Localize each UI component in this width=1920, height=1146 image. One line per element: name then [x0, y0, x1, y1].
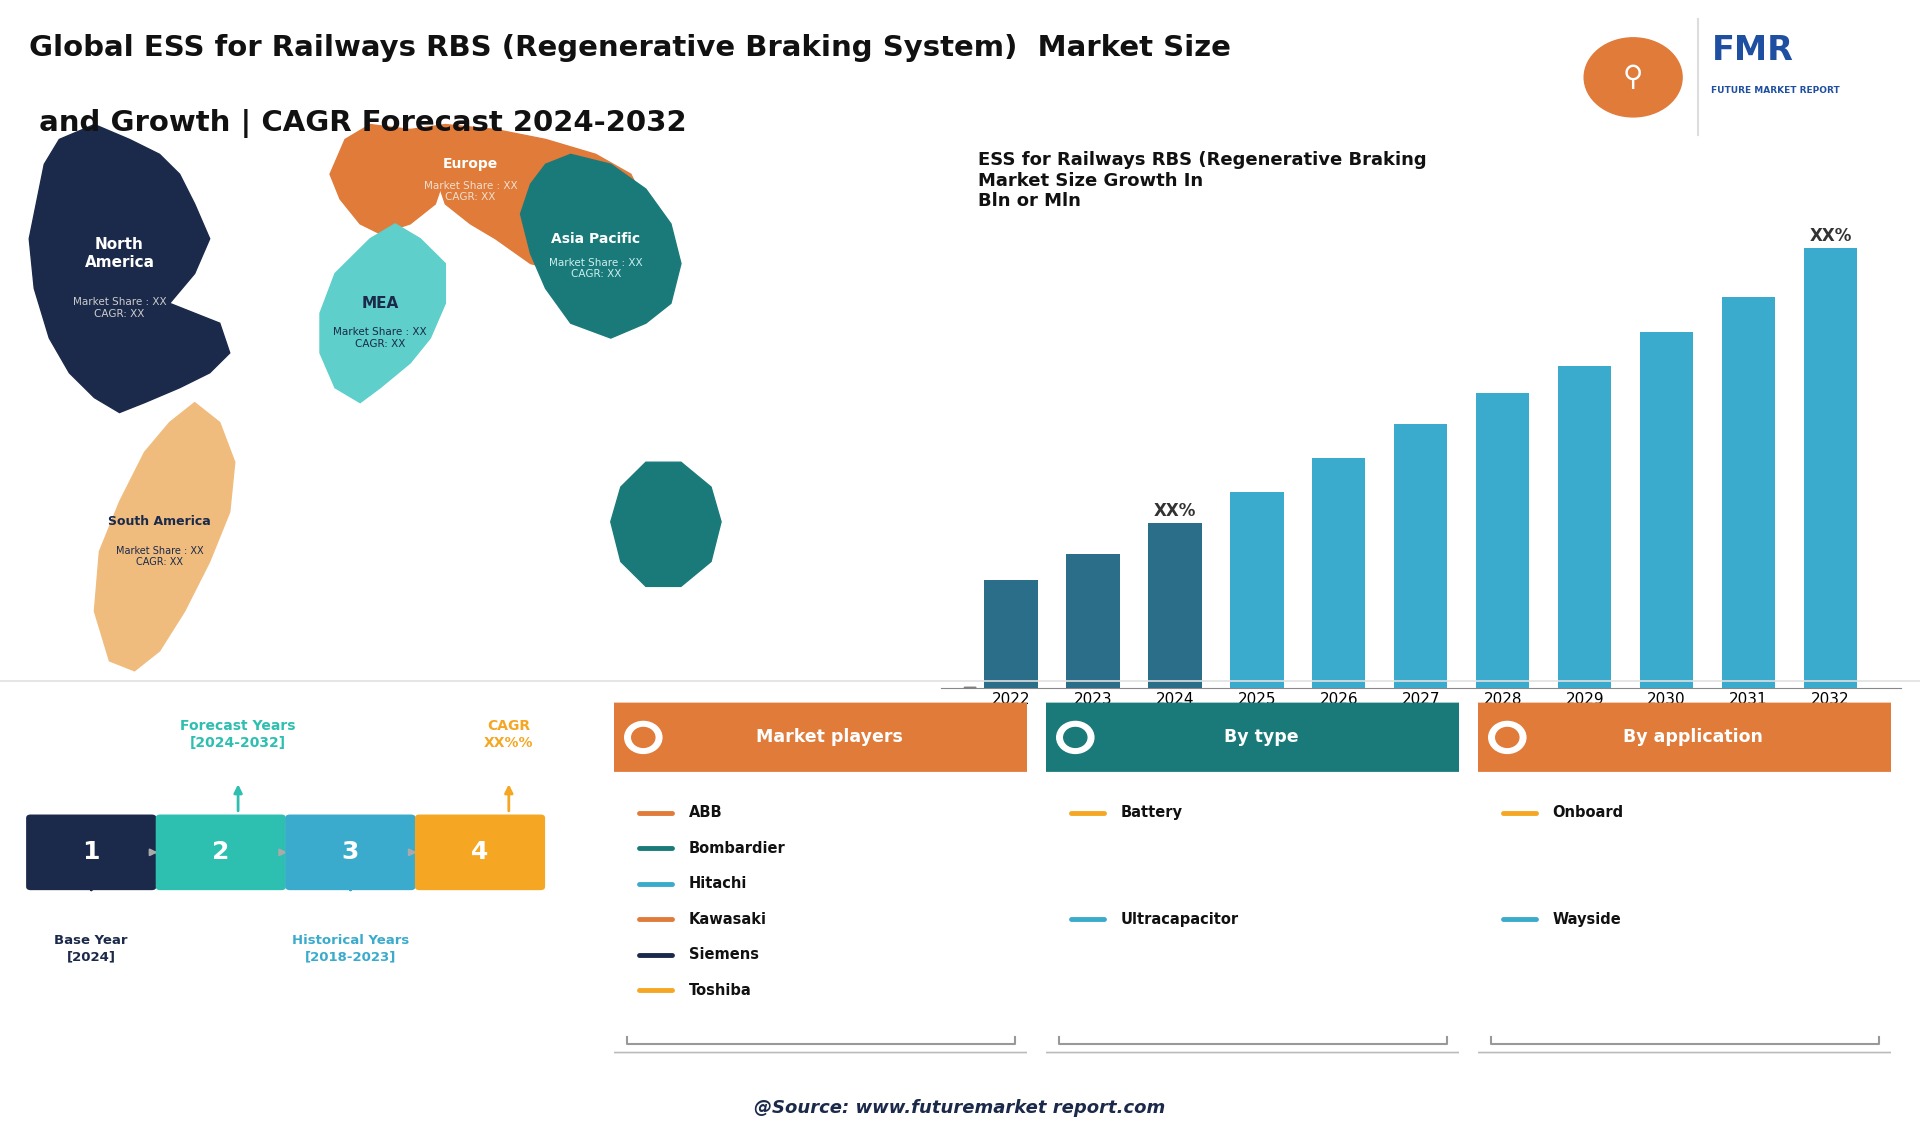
Polygon shape: [411, 125, 645, 274]
Circle shape: [632, 728, 655, 747]
Text: North
America: North America: [84, 237, 154, 269]
Text: Global ESS for Railways RBS (Regenerative Braking System)  Market Size: Global ESS for Railways RBS (Regenerativ…: [29, 34, 1231, 62]
Text: Base Year
[2024]: Base Year [2024]: [54, 934, 129, 963]
Text: XX%: XX%: [1809, 227, 1851, 244]
Text: Hitachi: Hitachi: [689, 877, 747, 892]
Text: Siemens: Siemens: [689, 948, 758, 963]
Text: Ultracapacitor: Ultracapacitor: [1121, 912, 1238, 927]
Text: XX%: XX%: [1154, 502, 1196, 520]
Text: Market Share : XX
CAGR: XX: Market Share : XX CAGR: XX: [549, 258, 643, 280]
FancyBboxPatch shape: [415, 815, 545, 890]
FancyBboxPatch shape: [1041, 702, 1465, 772]
Text: 4: 4: [470, 840, 490, 864]
Text: Toshiba: Toshiba: [689, 983, 751, 998]
Text: Kawasaki: Kawasaki: [689, 912, 766, 927]
Text: Forecast Years
[2024-2032]: Forecast Years [2024-2032]: [180, 720, 296, 751]
Bar: [985, 581, 1037, 688]
Circle shape: [1488, 722, 1526, 753]
Text: Market players: Market players: [756, 729, 902, 746]
Text: Europe: Europe: [444, 157, 497, 171]
Circle shape: [1064, 728, 1087, 747]
Polygon shape: [94, 402, 234, 670]
Text: Market Share : XX
CAGR: XX: Market Share : XX CAGR: XX: [73, 298, 167, 319]
Bar: [1557, 367, 1611, 688]
FancyBboxPatch shape: [1473, 768, 1897, 1052]
Text: Market Share : XX
CAGR: XX: Market Share : XX CAGR: XX: [115, 545, 204, 567]
Circle shape: [1496, 728, 1519, 747]
Text: Bombardier: Bombardier: [689, 841, 785, 856]
Polygon shape: [29, 125, 230, 413]
Text: Market Share : XX
CAGR: XX: Market Share : XX CAGR: XX: [424, 181, 516, 203]
Text: By type: By type: [1223, 729, 1298, 746]
Text: CAGR
XX%%: CAGR XX%%: [484, 720, 534, 751]
FancyBboxPatch shape: [1473, 702, 1897, 772]
FancyBboxPatch shape: [156, 815, 286, 890]
FancyBboxPatch shape: [609, 702, 1033, 772]
Circle shape: [624, 722, 662, 753]
Text: ⚲: ⚲: [1622, 63, 1644, 92]
Circle shape: [1584, 38, 1682, 117]
Text: FUTURE MARKET REPORT: FUTURE MARKET REPORT: [1711, 86, 1839, 95]
Polygon shape: [321, 223, 445, 402]
Text: Historical Years
[2018-2023]: Historical Years [2018-2023]: [292, 934, 409, 963]
Bar: [1805, 248, 1857, 688]
Bar: [1394, 424, 1448, 688]
Text: South America: South America: [108, 516, 211, 528]
Text: MEA: MEA: [361, 296, 399, 311]
Circle shape: [1056, 722, 1094, 753]
FancyBboxPatch shape: [286, 815, 415, 890]
Bar: [1231, 493, 1284, 688]
FancyBboxPatch shape: [1041, 768, 1465, 1052]
Text: 3: 3: [342, 840, 359, 864]
Bar: [1640, 331, 1693, 688]
Text: and Growth | CAGR Forecast 2024-2032: and Growth | CAGR Forecast 2024-2032: [29, 109, 687, 138]
Bar: [1311, 458, 1365, 688]
Bar: [1476, 393, 1530, 688]
Text: @Source: www.futuremarket report.com: @Source: www.futuremarket report.com: [755, 1099, 1165, 1117]
Text: 2: 2: [211, 840, 230, 864]
Polygon shape: [520, 155, 682, 338]
Text: ABB: ABB: [689, 806, 722, 821]
FancyBboxPatch shape: [609, 768, 1033, 1052]
Text: Wayside: Wayside: [1553, 912, 1622, 927]
FancyBboxPatch shape: [27, 815, 156, 890]
Polygon shape: [330, 125, 445, 234]
Polygon shape: [611, 462, 722, 587]
Text: By application: By application: [1622, 729, 1763, 746]
Text: Market Share : XX
CAGR: XX: Market Share : XX CAGR: XX: [334, 328, 426, 348]
Bar: [1066, 554, 1119, 688]
Text: Battery: Battery: [1121, 806, 1183, 821]
Text: Onboard: Onboard: [1553, 806, 1624, 821]
Text: Asia Pacific: Asia Pacific: [551, 231, 639, 245]
Bar: [1148, 523, 1202, 688]
Bar: [1722, 297, 1776, 688]
Text: ESS for Railways RBS (Regenerative Braking
Market Size Growth In
Bln or Mln: ESS for Railways RBS (Regenerative Braki…: [979, 151, 1427, 211]
Text: FMR: FMR: [1711, 34, 1793, 68]
Text: 1: 1: [83, 840, 100, 864]
